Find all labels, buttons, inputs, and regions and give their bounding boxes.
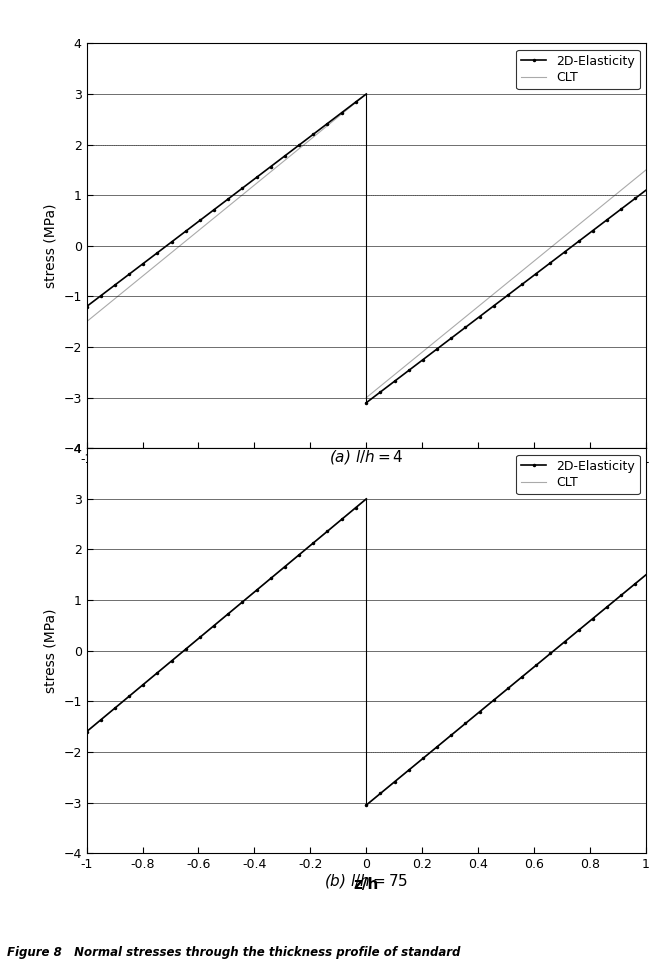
2D-Elasticity [362,89,370,100]
X-axis label: z/h: z/h [354,471,379,487]
X-axis label: z/h: z/h [354,876,379,892]
Y-axis label: stress (MPa): stress (MPa) [44,203,58,288]
2D-Elasticity [83,301,91,312]
2D-Elasticity [263,164,271,175]
2D-Elasticity [274,155,282,167]
Line: 2D-Elasticity: 2D-Elasticity [85,496,368,734]
2D-Elasticity [249,174,257,186]
2D-Elasticity [249,587,257,599]
Text: (a) $l/h = 4$: (a) $l/h = 4$ [329,448,404,467]
2D-Elasticity [252,172,260,183]
CLT [362,89,370,100]
2D-Elasticity [330,520,338,531]
Legend: 2D-Elasticity, CLT: 2D-Elasticity, CLT [516,49,640,90]
CLT [362,494,370,505]
2D-Elasticity [206,623,214,634]
Legend: 2D-Elasticity, CLT: 2D-Elasticity, CLT [516,454,640,495]
2D-Elasticity [330,113,338,124]
2D-Elasticity [206,206,214,218]
CLT [83,726,91,737]
2D-Elasticity [274,567,282,578]
Y-axis label: stress (MPa): stress (MPa) [44,608,58,693]
CLT [83,316,91,328]
Line: 2D-Elasticity: 2D-Elasticity [85,92,368,308]
2D-Elasticity [83,726,91,737]
2D-Elasticity [252,584,260,596]
Text: (b) $l/h = 75$: (b) $l/h = 75$ [324,872,408,891]
Text: Figure 8   Normal stresses through the thickness profile of standard: Figure 8 Normal stresses through the thi… [7,947,460,959]
2D-Elasticity [263,576,271,587]
Line: CLT: CLT [87,499,366,732]
2D-Elasticity [362,494,370,505]
Line: CLT: CLT [87,94,366,322]
